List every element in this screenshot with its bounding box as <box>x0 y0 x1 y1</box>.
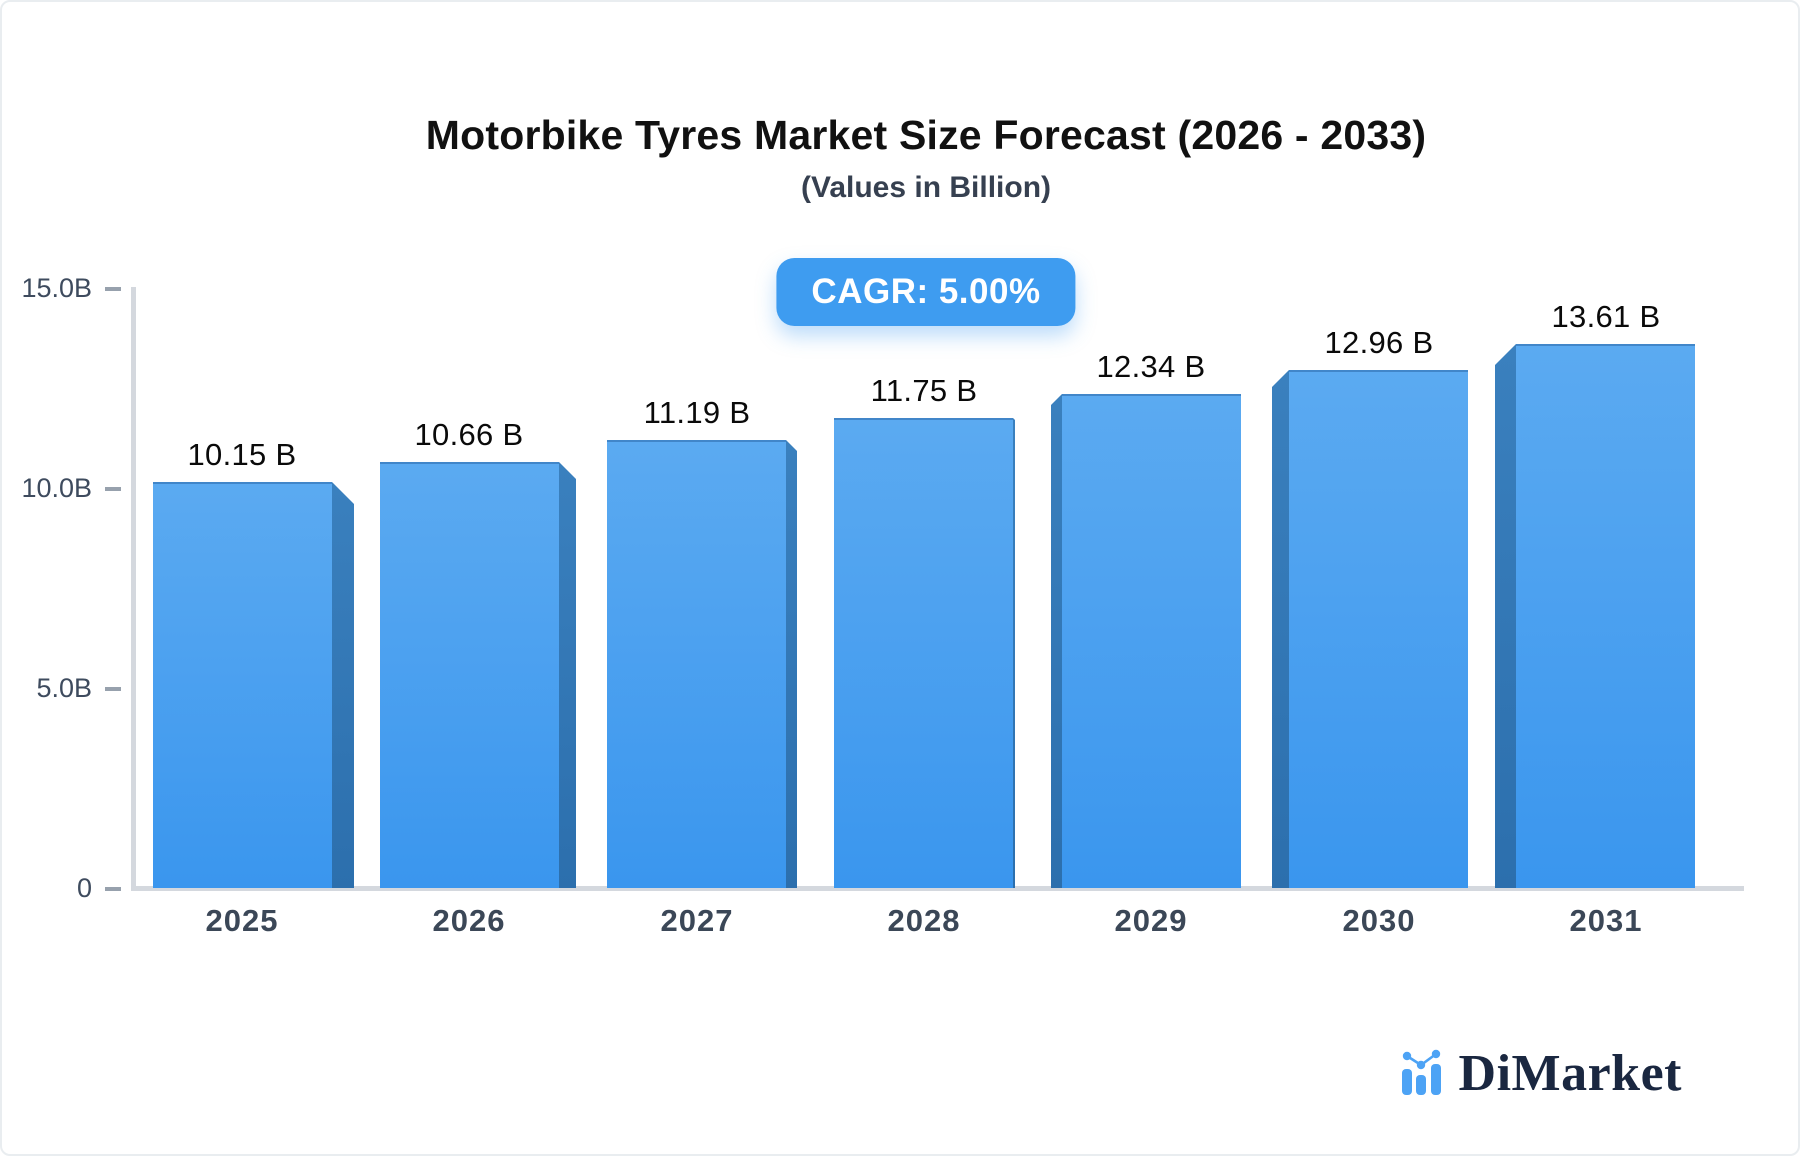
bar-2030[interactable] <box>1289 370 1468 888</box>
bar-2029[interactable] <box>1062 394 1241 888</box>
bar-value-label: 11.75 B <box>870 373 978 408</box>
x-axis-label-2029: 2029 <box>1114 903 1188 938</box>
chart-subtitle: (Values in Billion) <box>800 171 1052 204</box>
y-axis-tick-label: 15.0B <box>21 273 92 303</box>
cagr-badge: CAGR: 5.00% <box>776 258 1076 326</box>
brand-logo: DiMarket <box>1400 1044 1682 1103</box>
bar-2026[interactable] <box>380 462 559 888</box>
bar-2030-side-face <box>1272 370 1289 888</box>
x-axis-label-2028: 2028 <box>887 903 961 938</box>
bar-2031[interactable] <box>1516 344 1695 888</box>
bar-value-label: 12.96 B <box>1324 325 1434 360</box>
bar-2026-side-face <box>559 462 576 888</box>
bar-2028-side-face <box>1013 418 1015 888</box>
x-axis-line <box>131 886 1744 891</box>
y-axis-tick <box>105 487 121 491</box>
y-axis-tick-label: 5.0B <box>36 673 92 703</box>
brand-name: DiMarket <box>1458 1045 1682 1103</box>
bar-value-label: 10.15 B <box>187 437 297 472</box>
bar-2031-side-face <box>1495 344 1516 888</box>
bar-2025[interactable] <box>153 482 332 888</box>
x-axis-label-2025: 2025 <box>205 903 279 938</box>
bar-2025-side-face <box>332 482 354 888</box>
bar-value-label: 10.66 B <box>414 417 524 452</box>
x-axis-label-2030: 2030 <box>1342 903 1416 938</box>
bar-value-label: 13.61 B <box>1551 299 1661 334</box>
y-axis-tick-label: 0 <box>76 873 92 903</box>
bar-value-label: 11.19 B <box>643 395 751 430</box>
chart-title: Motorbike Tyres Market Size Forecast (20… <box>425 112 1427 158</box>
x-axis-label-2027: 2027 <box>660 903 734 938</box>
bar-2028[interactable] <box>834 418 1013 888</box>
y-axis-tick <box>105 687 121 691</box>
y-axis-tick <box>105 887 121 891</box>
y-axis-tick <box>105 287 121 291</box>
x-axis-label-2026: 2026 <box>432 903 506 938</box>
mini-bar-chart-icon <box>1401 1049 1441 1095</box>
y-axis-line <box>131 287 136 888</box>
y-axis-tick-label: 10.0B <box>21 473 92 503</box>
x-axis-label-2031: 2031 <box>1569 903 1643 938</box>
bar-value-label: 12.34 B <box>1096 349 1206 384</box>
bar-2029-side-face <box>1051 394 1062 888</box>
bar-2027[interactable] <box>607 440 786 888</box>
bar-2027-side-face <box>786 440 797 888</box>
